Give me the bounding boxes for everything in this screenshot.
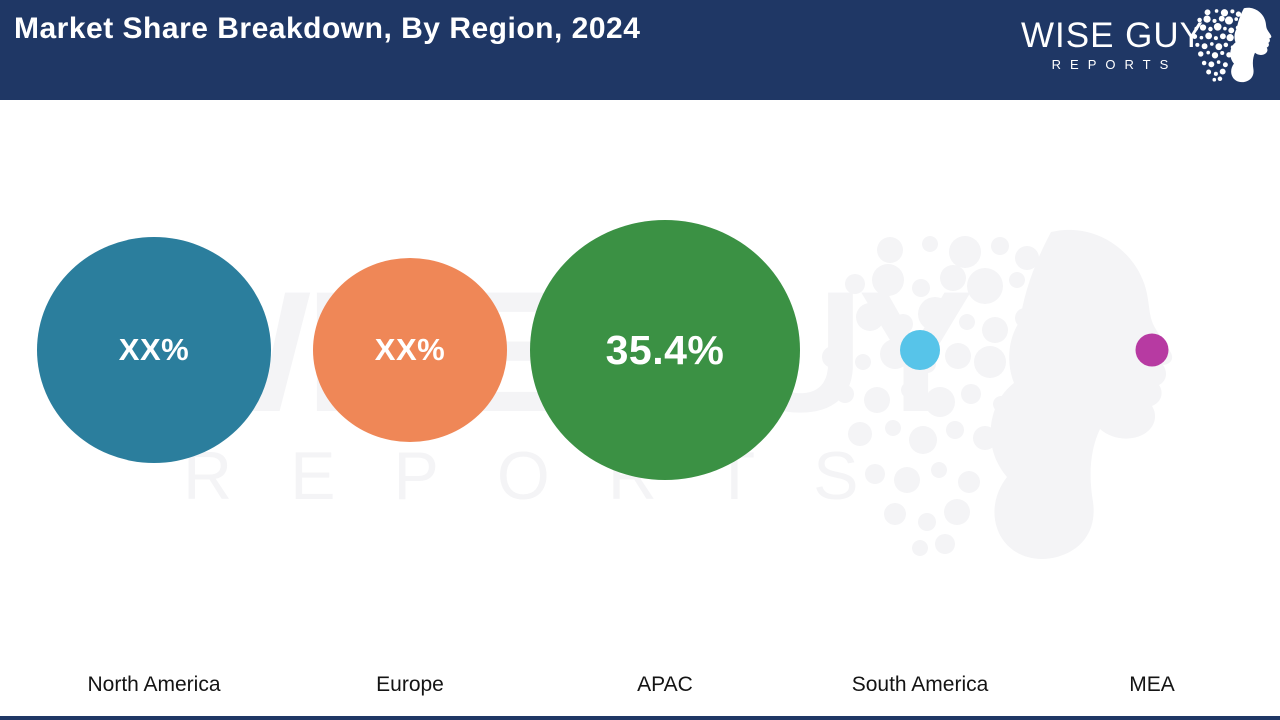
bottom-accent-bar [0, 716, 1280, 720]
region-label: APAC [637, 673, 693, 696]
bubble-value: 35.4% [605, 326, 725, 373]
chart-area: WISE GUY REPORTS XX% North America XX% E… [0, 100, 1280, 716]
brand-name: WISE GUY [1020, 16, 1204, 55]
bubble-europe: XX% [313, 258, 507, 442]
region-label: North America [87, 673, 221, 696]
brand-logo: WISE GUY REPORTS [1021, 6, 1272, 84]
header-bar: Market Share Breakdown, By Region, 2024 … [0, 0, 1280, 100]
page-title: Market Share Breakdown, By Region, 2024 [14, 12, 641, 45]
brand-logo-text: WISE GUY REPORTS [1021, 18, 1204, 72]
bubble-mea [1135, 333, 1169, 367]
region-label: South America [851, 673, 989, 696]
region-label: MEA [1129, 673, 1175, 696]
bubble-north-america: XX% [37, 237, 271, 463]
bubble-value: XX% [118, 332, 190, 367]
bubble-value: XX% [374, 332, 446, 367]
bubble-south-america [900, 330, 940, 370]
watermark-face-icon [822, 229, 1173, 559]
brand-subtitle: REPORTS [1051, 57, 1178, 72]
bubble-apac: 35.4% [530, 220, 800, 480]
region-label: Europe [376, 673, 444, 696]
